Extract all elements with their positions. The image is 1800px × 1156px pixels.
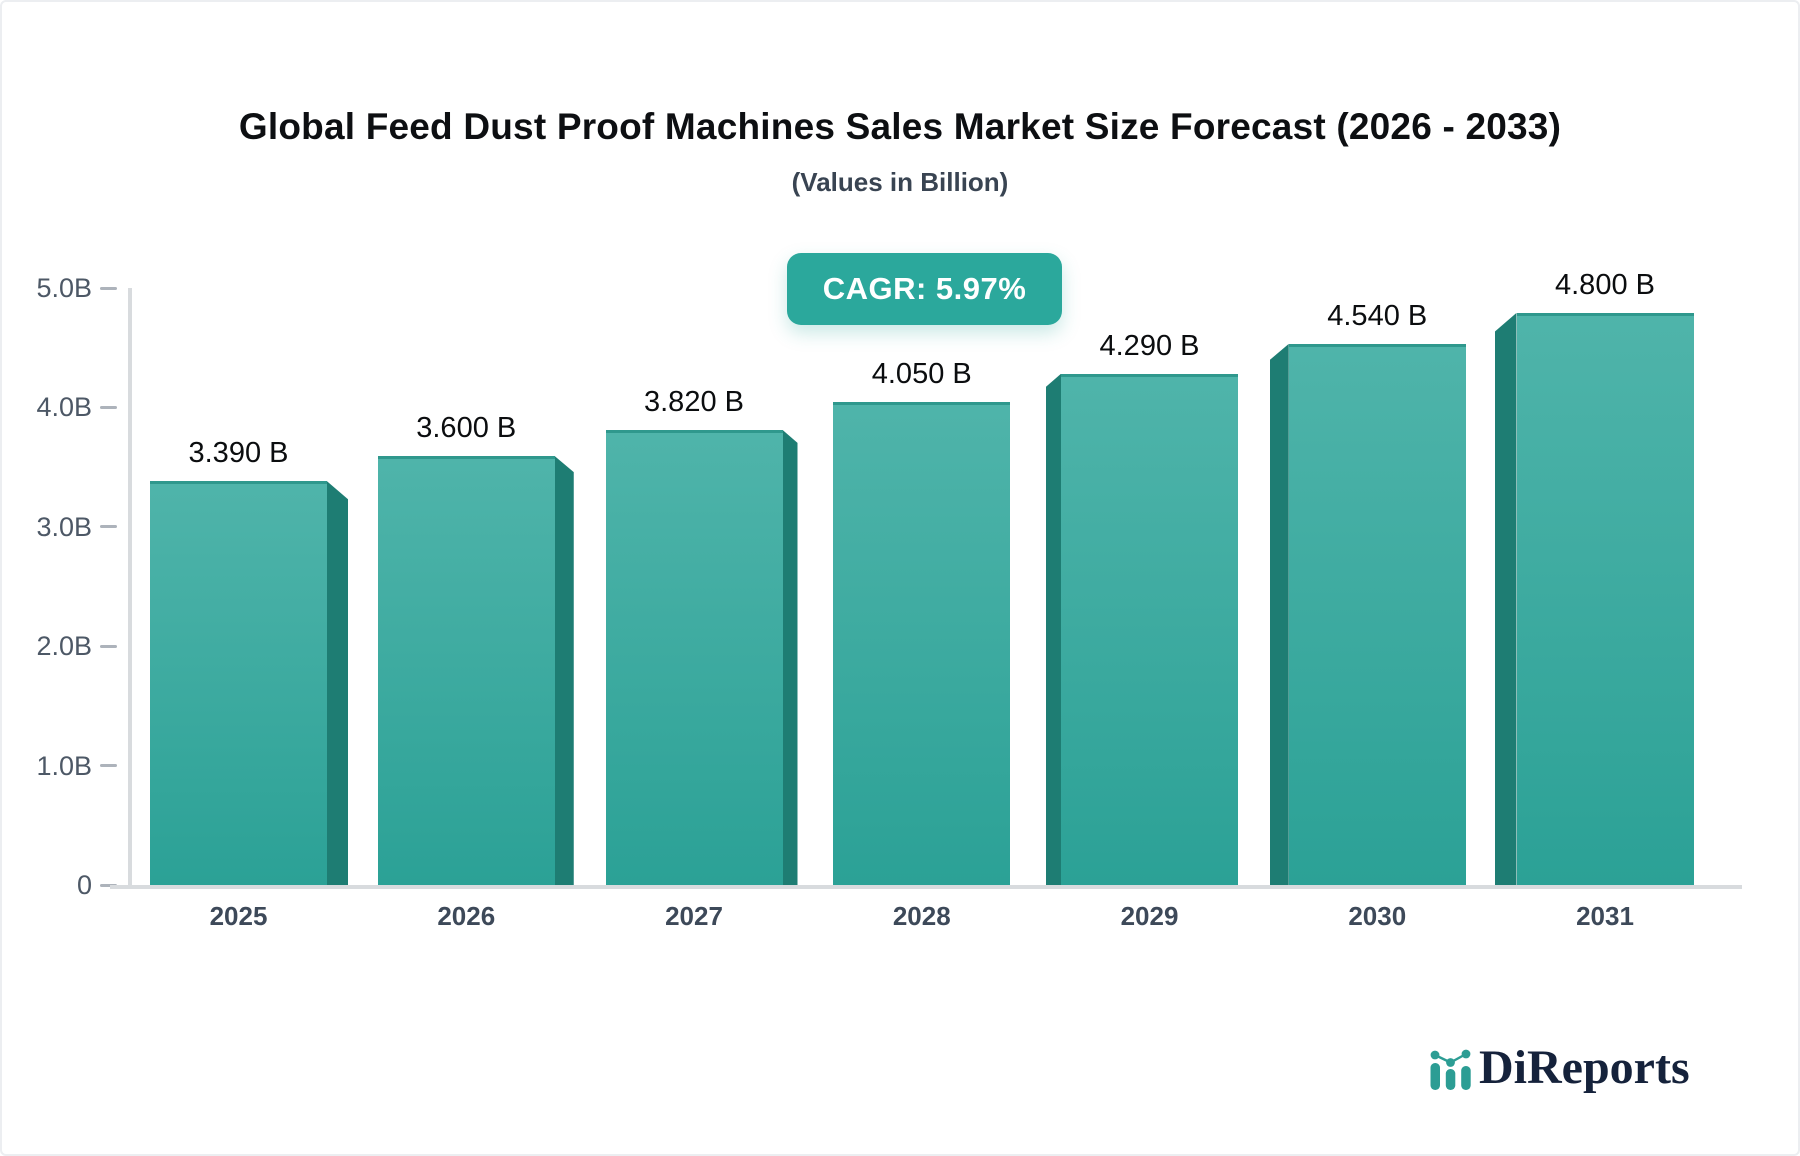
bar-value-label-2025: 3.390 B xyxy=(188,437,289,470)
bar-side-face-2029 xyxy=(1046,373,1061,886)
y-axis-tick xyxy=(100,644,117,648)
bar-value-label-2027: 3.820 B xyxy=(644,385,744,418)
bar-side-face-2026 xyxy=(554,456,574,886)
bar-2031 xyxy=(1516,312,1694,886)
chart-title: Global Feed Dust Proof Machines Sales Ma… xyxy=(238,106,1562,147)
y-axis-label: 4.0B xyxy=(36,392,92,423)
bar-2027 xyxy=(605,429,783,886)
y-axis-label: 0 xyxy=(76,870,92,900)
cagr-badge: CAGR: 5.97% xyxy=(787,253,1062,325)
cagr-badge-label: CAGR: 5.97% xyxy=(822,271,1027,306)
bar-value-label-2030: 4.540 B xyxy=(1327,299,1428,332)
bar-2029 xyxy=(1061,373,1238,886)
y-axis-label: 3.0B xyxy=(36,511,92,542)
x-axis-label-2028: 2028 xyxy=(892,901,951,931)
y-axis-label: 5.0B xyxy=(36,273,92,303)
x-axis-label-2030: 2030 xyxy=(1348,901,1407,931)
logo-text: DiReports xyxy=(1479,1041,1690,1094)
mini-bar-chart-icon xyxy=(1430,1046,1472,1090)
x-axis-label-2029: 2029 xyxy=(1120,901,1179,931)
y-axis-label: 2.0B xyxy=(36,631,92,662)
y-axis-label: 1.0B xyxy=(36,750,92,781)
x-axis-label-2031: 2031 xyxy=(1576,901,1634,931)
y-axis-line xyxy=(128,288,132,889)
y-axis-tick xyxy=(100,405,117,409)
x-axis-line xyxy=(110,885,1742,889)
y-axis-tick xyxy=(100,764,117,768)
direports-logo: DiReports xyxy=(1430,1036,1690,1100)
bar-side-face-2025 xyxy=(327,481,348,886)
x-axis-label-2026: 2026 xyxy=(437,901,496,931)
bar-side-face-2031 xyxy=(1494,312,1517,886)
bar-side-face-2030 xyxy=(1269,343,1289,886)
bar-value-label-2028: 4.050 B xyxy=(871,358,972,391)
bar-value-label-2026: 3.600 B xyxy=(416,412,517,445)
bar-value-label-2029: 4.290 B xyxy=(1099,329,1200,362)
y-axis-tick xyxy=(100,883,117,887)
y-axis-tick xyxy=(100,525,117,529)
bar-2026 xyxy=(377,456,555,886)
bar-2025 xyxy=(150,481,327,886)
chart-subtitle: (Values in Billion) xyxy=(791,167,1009,197)
x-axis-label-2025: 2025 xyxy=(209,901,268,931)
y-axis-tick xyxy=(100,286,117,290)
bar-value-label-2031: 4.800 B xyxy=(1555,268,1655,301)
x-axis-label-2027: 2027 xyxy=(665,901,723,931)
bar-2028 xyxy=(833,402,1011,886)
bar-side-face-2027 xyxy=(782,429,798,886)
bar-2030 xyxy=(1288,343,1466,886)
